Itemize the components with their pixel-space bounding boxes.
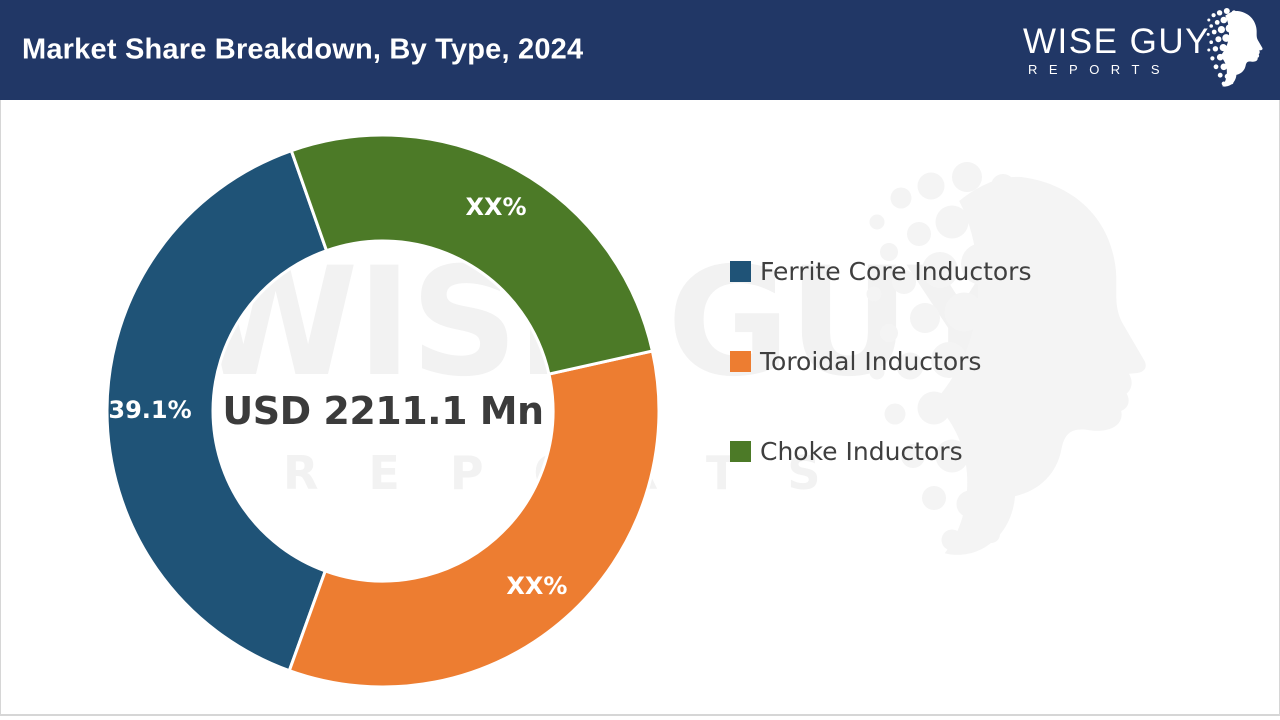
segment-value-label: XX% bbox=[465, 193, 527, 222]
page-title: Market Share Breakdown, By Type, 2024 bbox=[22, 33, 584, 66]
donut-segment-toroidal-inductors bbox=[287, 349, 661, 689]
chart-area: WISE GUY REPORTS USD 2211.1 Mn Ferrite C… bbox=[0, 100, 1280, 716]
logo-wordmark: WISE GUY bbox=[1022, 22, 1210, 61]
chart-center-value: USD 2211.1 Mn bbox=[222, 389, 544, 433]
legend-swatch-icon bbox=[730, 440, 751, 462]
legend-swatch-icon bbox=[730, 260, 751, 282]
legend-item-choke-inductors: Choke Inductors bbox=[730, 436, 1031, 466]
chart-legend: Ferrite Core Inductors Toroidal Inductor… bbox=[730, 257, 1031, 527]
segment-value-label: XX% bbox=[506, 571, 568, 600]
logo-text: WISE GUY REPORTS bbox=[1023, 24, 1210, 76]
legend-item-ferrite-core-inductors: Ferrite Core Inductors bbox=[730, 256, 1032, 286]
segment-value-label: 39.1% bbox=[108, 396, 192, 425]
donut-segment-ferrite-core-inductors bbox=[105, 148, 329, 673]
wise-guy-logo: WISE GUY REPORTS bbox=[1023, 5, 1270, 95]
logo-subtitle: REPORTS bbox=[1027, 62, 1172, 77]
legend-item-toroidal-inductors: Toroidal Inductors bbox=[730, 346, 1031, 376]
header-bar: Market Share Breakdown, By Type, 2024 WI… bbox=[0, 0, 1280, 100]
legend-label: Choke Inductors bbox=[760, 436, 963, 466]
legend-label: Toroidal Inductors bbox=[760, 346, 982, 376]
donut-segment-choke-inductors bbox=[289, 133, 655, 376]
legend-swatch-icon bbox=[730, 350, 751, 372]
donut-chart bbox=[105, 133, 661, 689]
legend-label: Ferrite Core Inductors bbox=[760, 256, 1032, 286]
logo-face-icon bbox=[1204, 8, 1270, 92]
